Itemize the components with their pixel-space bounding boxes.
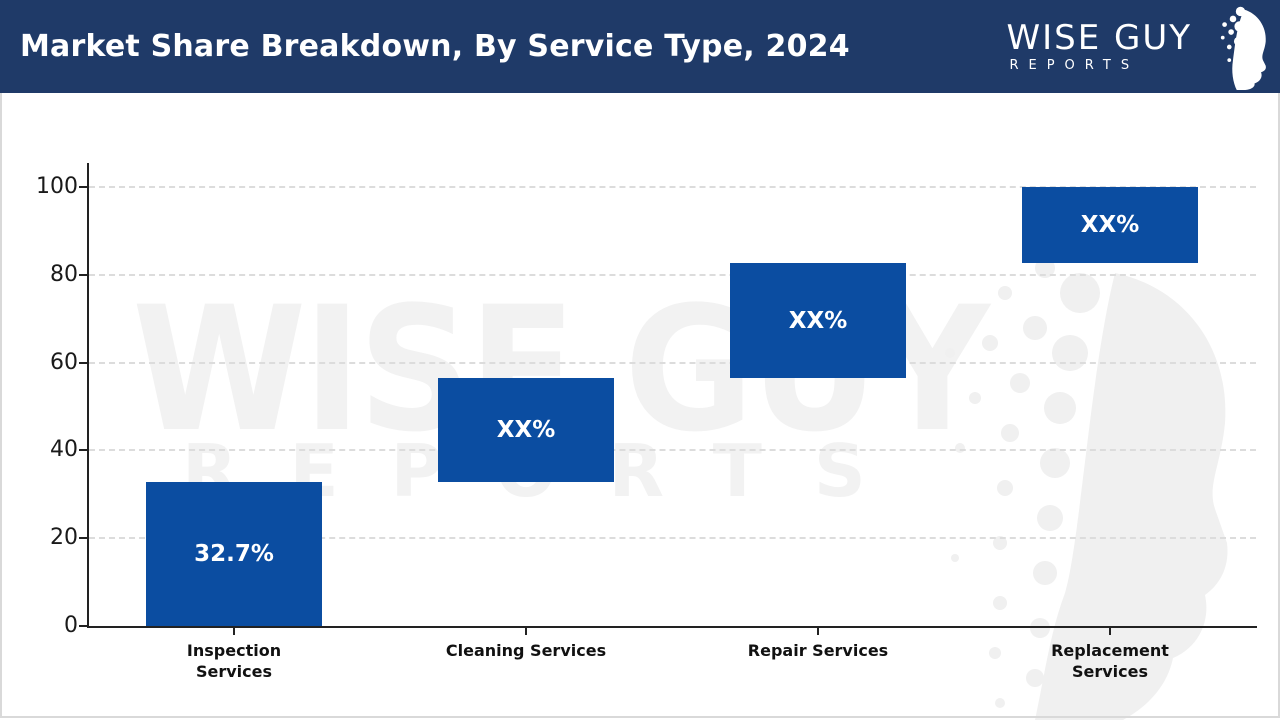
x-category-label-line: Replacement xyxy=(1051,641,1169,660)
grid-line xyxy=(89,186,1256,188)
y-tick-label: 20 xyxy=(50,525,78,551)
page-border-bottom xyxy=(0,716,1280,718)
y-tick-mark xyxy=(79,449,88,452)
y-axis-line xyxy=(87,163,89,628)
x-category-label: Cleaning Services xyxy=(380,640,672,661)
x-category-label: Repair Services xyxy=(672,640,964,661)
x-axis-line xyxy=(87,626,1257,628)
y-tick-mark xyxy=(79,625,88,627)
logo-subtext: REPORTS xyxy=(1009,58,1140,73)
logo-head-icon xyxy=(1220,6,1266,90)
bar-2: XX% xyxy=(438,378,614,483)
x-category-label: Replacement Services xyxy=(964,640,1256,682)
y-tick-label: 60 xyxy=(50,349,78,375)
x-category-label-line: Inspection xyxy=(186,641,282,660)
page-border-left xyxy=(0,93,2,717)
x-category-label-line: Services xyxy=(195,662,273,681)
grid-line xyxy=(89,273,1256,276)
bar-value-label: XX% xyxy=(788,307,848,334)
x-tick-mark xyxy=(1109,627,1111,635)
y-tick-label: 40 xyxy=(50,437,78,463)
logo-wordmark: WISE GUY xyxy=(1006,18,1192,58)
x-tick-mark xyxy=(233,627,235,635)
x-category-label-line: Cleaning Services xyxy=(445,641,607,660)
logo: WISE GUY REPORTS xyxy=(1006,4,1272,90)
y-tick-label: 0 xyxy=(64,613,78,638)
grid-line xyxy=(89,449,1256,452)
x-category-label: Inspection Services xyxy=(88,640,380,682)
y-tick-mark xyxy=(79,361,88,364)
header-bar: Market Share Breakdown, By Service Type,… xyxy=(0,0,1280,93)
y-tick-label: 100 xyxy=(36,174,78,199)
x-category-label-line: Services xyxy=(1071,662,1149,681)
grid-line xyxy=(89,361,1256,364)
x-tick-mark xyxy=(817,627,819,635)
bar-1: 32.7% xyxy=(146,482,322,626)
y-tick-mark xyxy=(79,273,88,276)
y-tick-label: 80 xyxy=(50,261,78,287)
logo-text: WISE GUY REPORTS xyxy=(1006,21,1192,73)
bar-4: XX% xyxy=(1022,187,1198,264)
bar-value-label: 32.7% xyxy=(194,541,274,568)
x-category-label-line: Repair Services xyxy=(747,641,889,660)
x-tick-mark xyxy=(525,627,527,635)
y-tick-mark xyxy=(79,186,88,188)
page-border-right xyxy=(1278,93,1280,717)
bar-value-label: XX% xyxy=(1080,212,1140,239)
y-tick-mark xyxy=(79,537,88,540)
grid-line xyxy=(89,537,1256,540)
page-title: Market Share Breakdown, By Service Type,… xyxy=(20,29,850,64)
bar-value-label: XX% xyxy=(496,417,556,444)
bar-3: XX% xyxy=(730,263,906,379)
